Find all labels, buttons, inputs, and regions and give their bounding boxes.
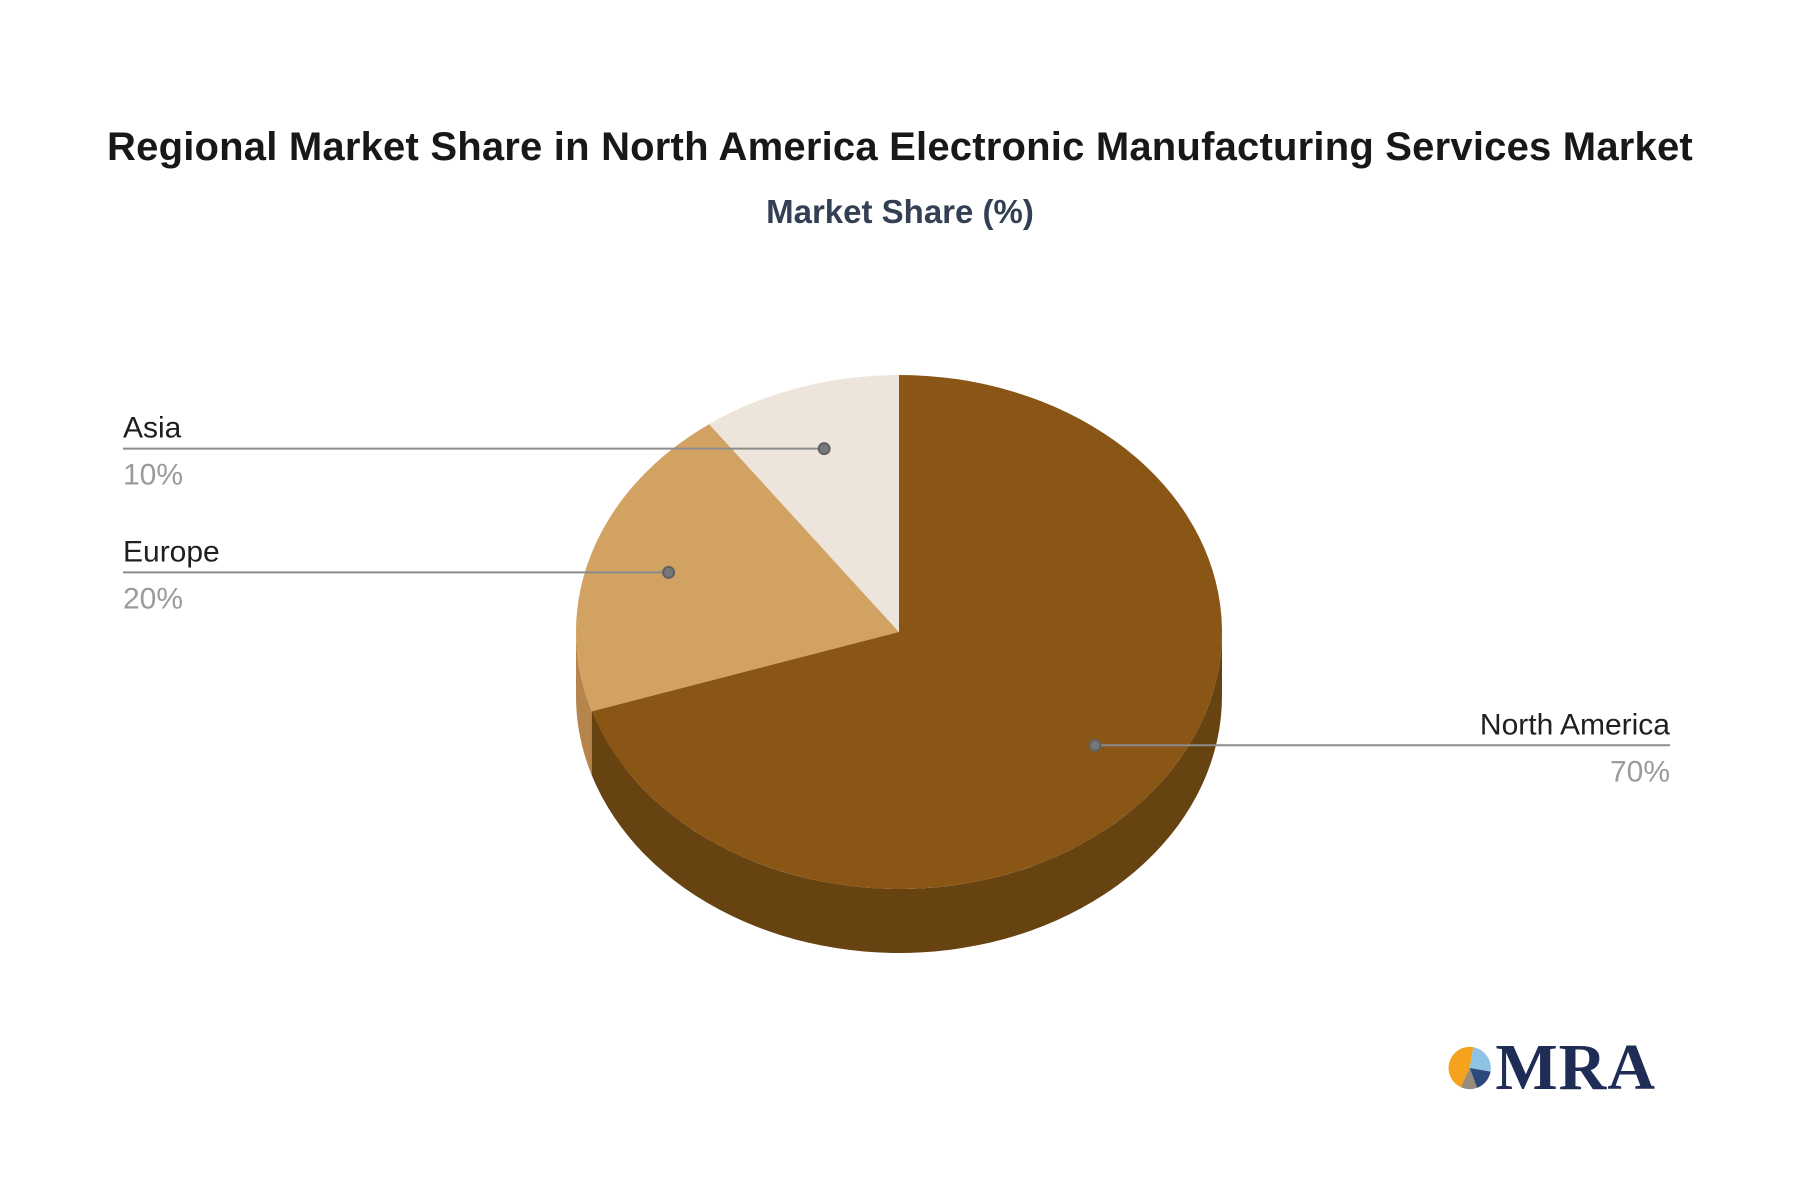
slice-label-north-america: North America	[1480, 708, 1670, 741]
pie-side-north-america	[591, 632, 1222, 953]
chart-subtitle: Market Share (%)	[766, 193, 1034, 230]
chart-title: Regional Market Share in North America E…	[107, 125, 1693, 169]
callout-dot-asia	[817, 442, 831, 456]
brand-logo-text: MRA	[1495, 1031, 1656, 1104]
pie-slice-europe[interactable]	[576, 424, 899, 712]
brand-logo: MRA	[1446, 1030, 1656, 1106]
callout-dot-europe	[662, 565, 676, 579]
callout-north-america: North America 70%	[1088, 708, 1670, 788]
brand-logo-pie-icon	[1448, 1046, 1491, 1090]
pie-slice-asia[interactable]	[709, 375, 899, 632]
pie-slice-north-america[interactable]	[591, 375, 1222, 890]
callout-europe: Europe 20%	[123, 535, 676, 615]
logo-icon-slice-1	[1469, 1047, 1491, 1072]
slice-value-asia: 10%	[123, 459, 183, 492]
slice-value-north-america: 70%	[1610, 755, 1670, 788]
callout-dot-north-america	[1088, 738, 1102, 752]
slice-label-europe: Europe	[123, 535, 220, 568]
logo-icon-slice-0	[1448, 1046, 1474, 1088]
slice-value-europe: 20%	[123, 582, 183, 615]
logo-icon-slice-2	[1469, 1068, 1491, 1088]
logo-icon-slice-3	[1460, 1068, 1477, 1090]
pie-side-europe	[576, 632, 592, 776]
slice-label-asia: Asia	[123, 412, 182, 445]
callout-asia: Asia 10%	[123, 412, 831, 492]
